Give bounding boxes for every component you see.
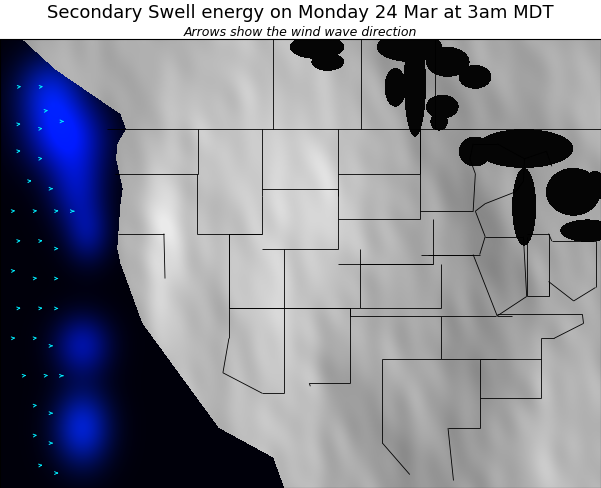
Text: Secondary Swell energy on Monday 24 Mar at 3am MDT: Secondary Swell energy on Monday 24 Mar … (47, 4, 554, 22)
Text: Arrows show the wind wave direction: Arrows show the wind wave direction (184, 25, 417, 39)
